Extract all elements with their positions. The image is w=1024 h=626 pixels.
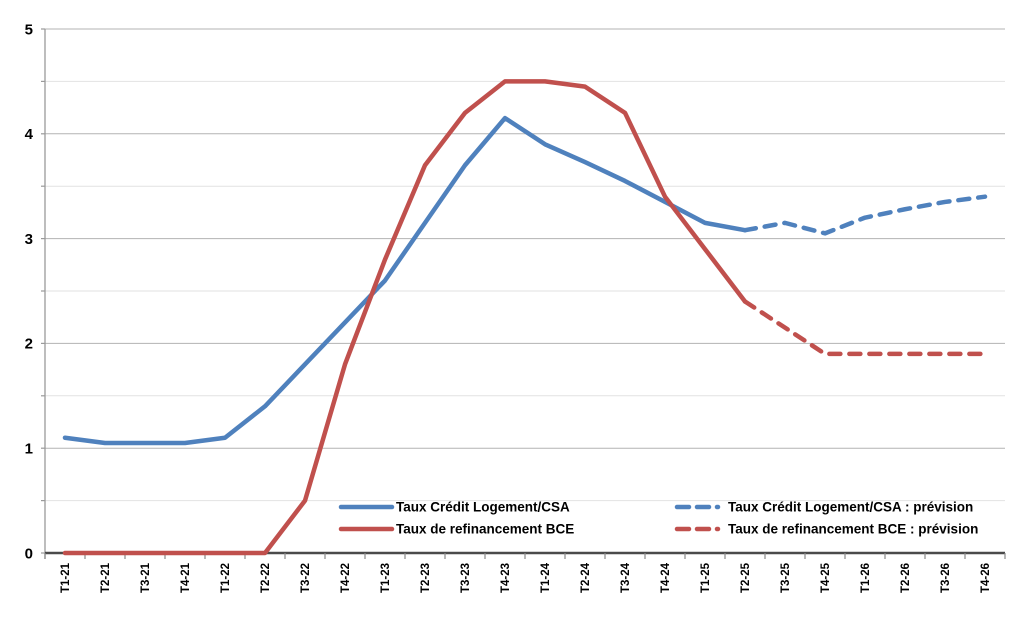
x-axis-tick-label: T1-23 (380, 563, 392, 593)
x-axis-tick-label: T1-25 (700, 562, 712, 593)
series-line-0 (62, 115, 748, 446)
legend-item: Taux de refinancement BCE : prévision (674, 522, 978, 537)
x-axis-tick-label: T3-24 (620, 562, 632, 593)
x-axis-tick-label: T4-22 (340, 563, 352, 593)
x-axis-tick-label: T1-21 (60, 562, 72, 593)
x-axis-tick-label: T4-25 (820, 562, 832, 593)
legend-label: Taux Crédit Logement/CSA (396, 500, 570, 515)
y-axis-tick-label: 2 (25, 336, 33, 353)
y-axis-tick-label: 5 (25, 21, 33, 38)
legend-item: Taux Crédit Logement/CSA : prévision (674, 500, 973, 515)
y-axis-tick-label: 3 (25, 231, 33, 248)
x-axis-tick-label: T1-22 (220, 563, 232, 593)
legend-label: Taux de refinancement BCE : prévision (728, 522, 978, 537)
x-axis-tick-label: T2-21 (100, 562, 112, 593)
x-axis-tick-label: T2-24 (580, 562, 592, 593)
legend-label: Taux Crédit Logement/CSA : prévision (728, 500, 973, 515)
x-axis-tick-label: T2-26 (900, 563, 912, 593)
series-line-1-prevision (742, 194, 988, 236)
x-axis-tick-label: T1-26 (860, 563, 872, 593)
y-axis-tick-label: 0 (25, 545, 33, 562)
x-axis-tick-label: T3-23 (460, 563, 472, 593)
legend-item: Taux Crédit Logement/CSA (338, 500, 570, 515)
x-axis-tick-label: T4-26 (980, 563, 992, 593)
x-axis-tick-label: T4-21 (180, 562, 192, 593)
x-axis-tick-label: T4-23 (500, 563, 512, 593)
x-axis-tick-label: T2-25 (740, 562, 752, 593)
x-axis-tick-label: T1-24 (540, 562, 552, 593)
x-axis-tick-label: T3-22 (300, 563, 312, 593)
x-axis-tick-label: T2-23 (420, 563, 432, 593)
series-line-3-prevision (742, 299, 988, 357)
series-line-2 (62, 79, 748, 556)
legend-item: Taux de refinancement BCE (338, 522, 574, 537)
y-axis-tick-label: 4 (25, 126, 34, 143)
x-axis-tick-label: T3-25 (780, 562, 792, 593)
x-axis-tick-label: T3-21 (140, 562, 152, 593)
legend-label: Taux de refinancement BCE (396, 522, 574, 537)
x-axis-tick-label: T2-22 (260, 563, 272, 593)
x-axis-tick-label: T4-24 (660, 562, 672, 593)
y-axis-tick-label: 1 (25, 440, 33, 457)
x-axis-tick-label: T3-26 (940, 563, 952, 593)
